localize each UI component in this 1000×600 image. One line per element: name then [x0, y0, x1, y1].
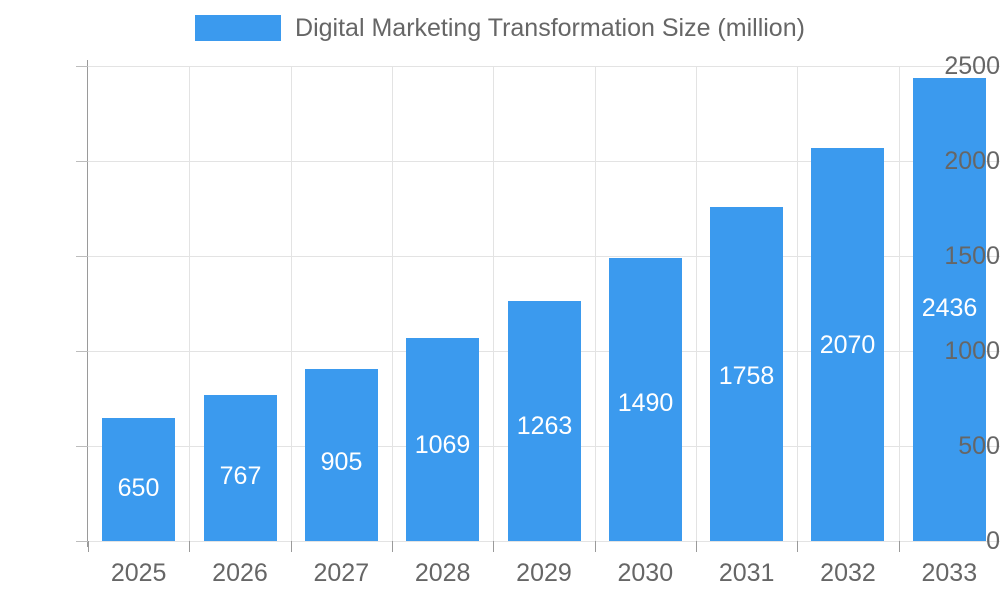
x-tick-label: 2032	[820, 559, 876, 587]
x-tick-mark	[595, 541, 596, 552]
y-tick-mark	[76, 66, 88, 67]
gridline-vertical	[493, 66, 494, 541]
y-tick-mark	[76, 446, 88, 447]
gridline-vertical	[899, 66, 900, 541]
bar-2033[interactable]	[913, 78, 986, 541]
y-tick-label: 2500	[944, 52, 1000, 80]
y-tick-label: 0	[986, 527, 1000, 555]
x-tick-mark	[392, 541, 393, 552]
bar-2031[interactable]	[710, 206, 783, 541]
gridline-horizontal	[88, 256, 1000, 257]
x-tick-label: 2026	[212, 559, 268, 587]
x-tick-label: 2030	[617, 559, 674, 587]
x-tick-label: 2029	[516, 559, 572, 587]
bar-2027[interactable]	[305, 369, 378, 541]
y-tick-mark	[76, 541, 88, 542]
gridline-horizontal	[88, 541, 1000, 542]
x-tick-mark	[696, 541, 697, 552]
legend-label: Digital Marketing Transformation Size (m…	[295, 13, 805, 42]
gridline-vertical	[797, 66, 798, 541]
bar-2026[interactable]	[204, 395, 277, 541]
x-tick-mark	[493, 541, 494, 552]
x-tick-mark	[899, 541, 900, 552]
gridline-vertical	[595, 66, 596, 541]
y-tick-mark	[76, 161, 88, 162]
legend-color-swatch	[195, 15, 282, 41]
x-tick-mark	[291, 541, 292, 552]
chart-legend: Digital Marketing Transformation Size (m…	[0, 10, 1000, 46]
bar-2029[interactable]	[508, 301, 581, 541]
y-tick-label: 1500	[944, 242, 1000, 270]
y-axis-line	[87, 60, 88, 547]
x-tick-label: 2028	[414, 559, 471, 587]
bar-2030[interactable]	[609, 257, 682, 541]
x-tick-label: 2033	[921, 559, 978, 587]
gridline-vertical	[291, 66, 292, 541]
y-tick-label: 1000	[944, 337, 1000, 365]
gridline-horizontal	[88, 66, 1000, 67]
x-tick-mark	[88, 541, 89, 552]
x-tick-mark	[797, 541, 798, 552]
x-tick-label: 2031	[718, 559, 775, 587]
y-tick-label: 2000	[944, 147, 1000, 175]
bar-2032[interactable]	[811, 147, 884, 541]
x-tick-label: 2025	[110, 559, 167, 587]
y-tick-mark	[76, 351, 88, 352]
gridline-horizontal	[88, 161, 1000, 162]
x-tick-label: 2027	[313, 559, 370, 587]
gridline-vertical	[392, 66, 393, 541]
gridline-vertical	[189, 66, 190, 541]
y-tick-mark	[76, 256, 88, 257]
legend-item-digital-marketing[interactable]: Digital Marketing Transformation Size (m…	[195, 15, 805, 41]
bar-2028[interactable]	[406, 337, 479, 541]
gridline-vertical	[696, 66, 697, 541]
x-tick-mark	[189, 541, 190, 552]
bar-2025[interactable]	[102, 417, 175, 541]
y-tick-label: 500	[958, 432, 1000, 460]
plot-area: 650 767 905 1069 1263 1490 1758 2070 2436	[88, 66, 1000, 542]
